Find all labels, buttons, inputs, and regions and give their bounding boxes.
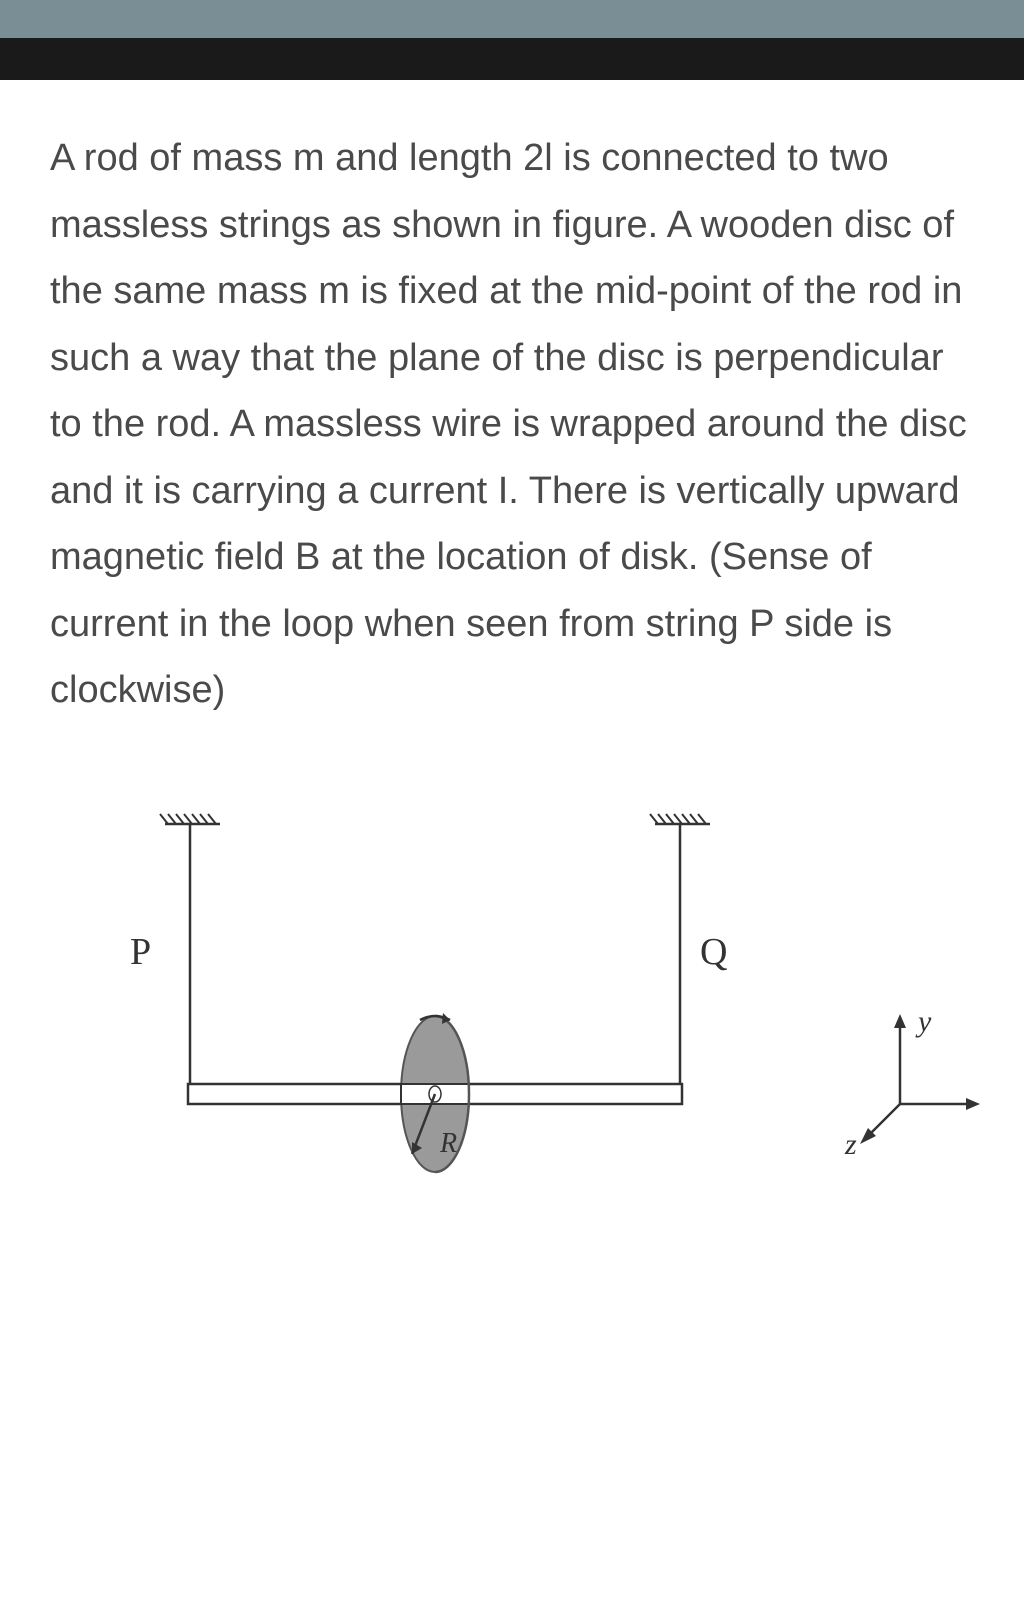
label-q: Q bbox=[700, 919, 727, 986]
dark-bar bbox=[0, 38, 1024, 80]
top-bar bbox=[0, 0, 1024, 38]
physics-diagram: P Q R y z bbox=[110, 774, 1010, 1194]
axis-label-y: y bbox=[918, 996, 931, 1049]
diagram-svg bbox=[110, 774, 1010, 1194]
ceiling-left bbox=[160, 814, 220, 824]
label-p: P bbox=[130, 919, 151, 986]
label-r: R bbox=[440, 1119, 457, 1168]
axis-label-z: z bbox=[845, 1119, 857, 1172]
problem-content: A rod of mass m and length 2l is connect… bbox=[0, 80, 1024, 1214]
problem-text: A rod of mass m and length 2l is connect… bbox=[50, 125, 974, 724]
ceiling-right bbox=[650, 814, 710, 824]
